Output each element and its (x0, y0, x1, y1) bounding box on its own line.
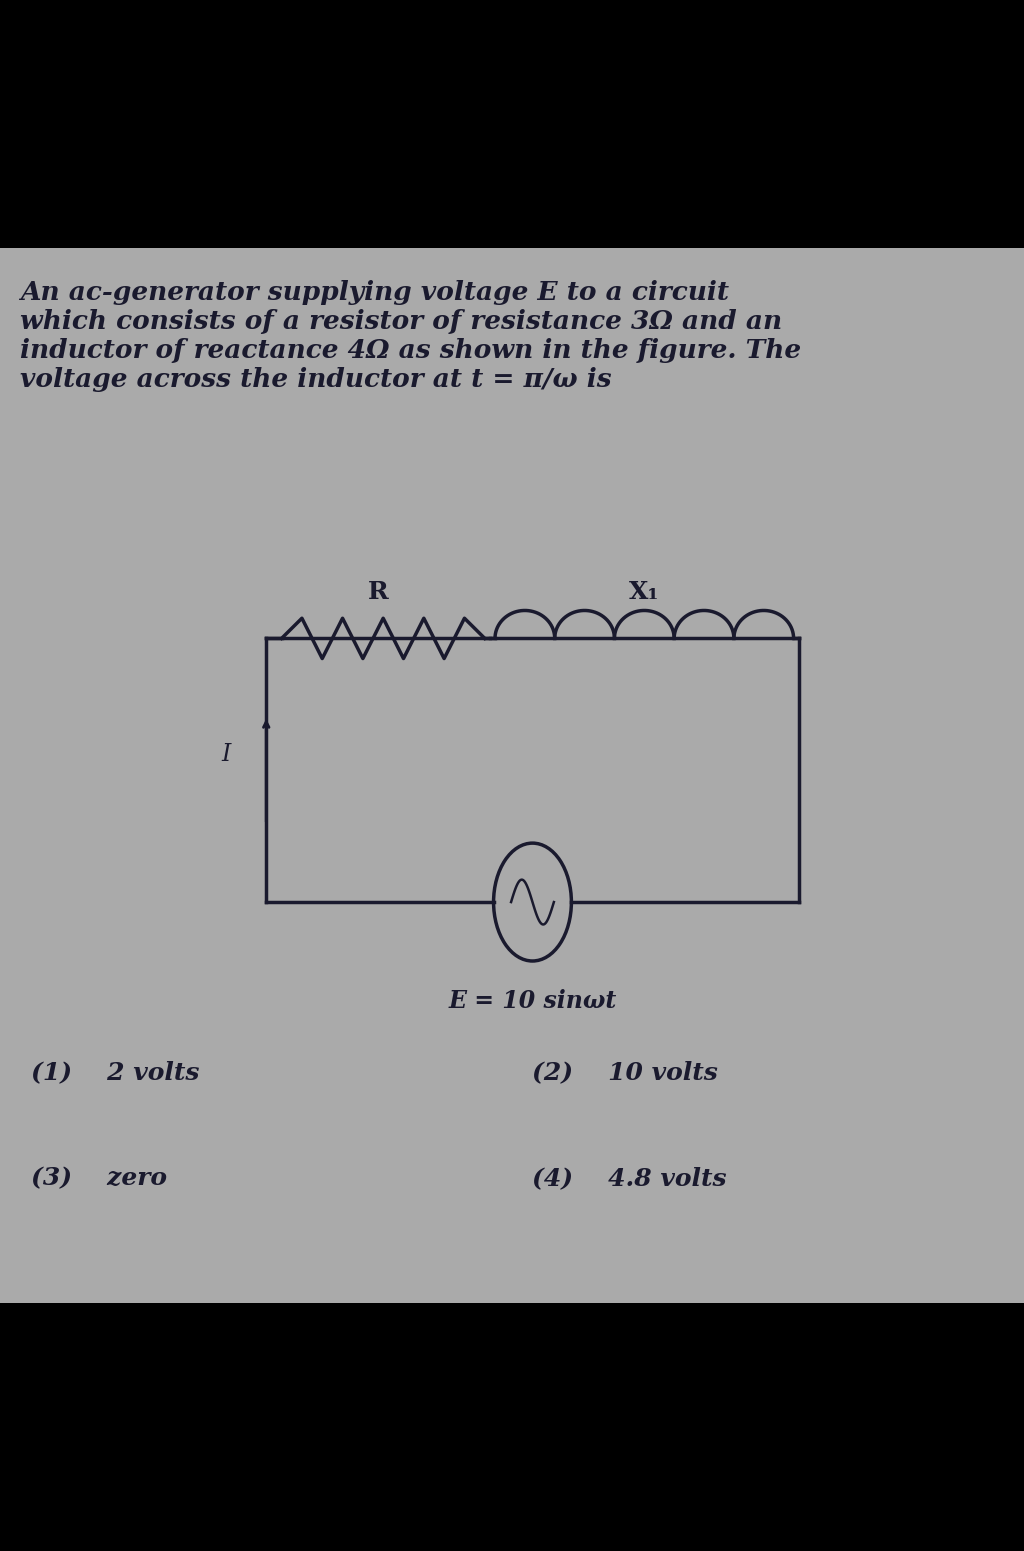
FancyBboxPatch shape (0, 248, 1024, 1303)
Text: I: I (221, 743, 230, 766)
Text: (3)    zero: (3) zero (31, 1166, 167, 1190)
Text: E = 10 sinωt: E = 10 sinωt (449, 990, 616, 1013)
Text: (1)    2 volts: (1) 2 volts (31, 1061, 200, 1084)
Text: X₁: X₁ (629, 580, 659, 605)
Text: R: R (368, 580, 388, 605)
Text: An ac-generator supplying voltage E to a circuit
which consists of a resistor of: An ac-generator supplying voltage E to a… (20, 279, 802, 392)
Text: (4)    4.8 volts: (4) 4.8 volts (532, 1166, 727, 1190)
Text: (2)    10 volts: (2) 10 volts (532, 1061, 719, 1084)
